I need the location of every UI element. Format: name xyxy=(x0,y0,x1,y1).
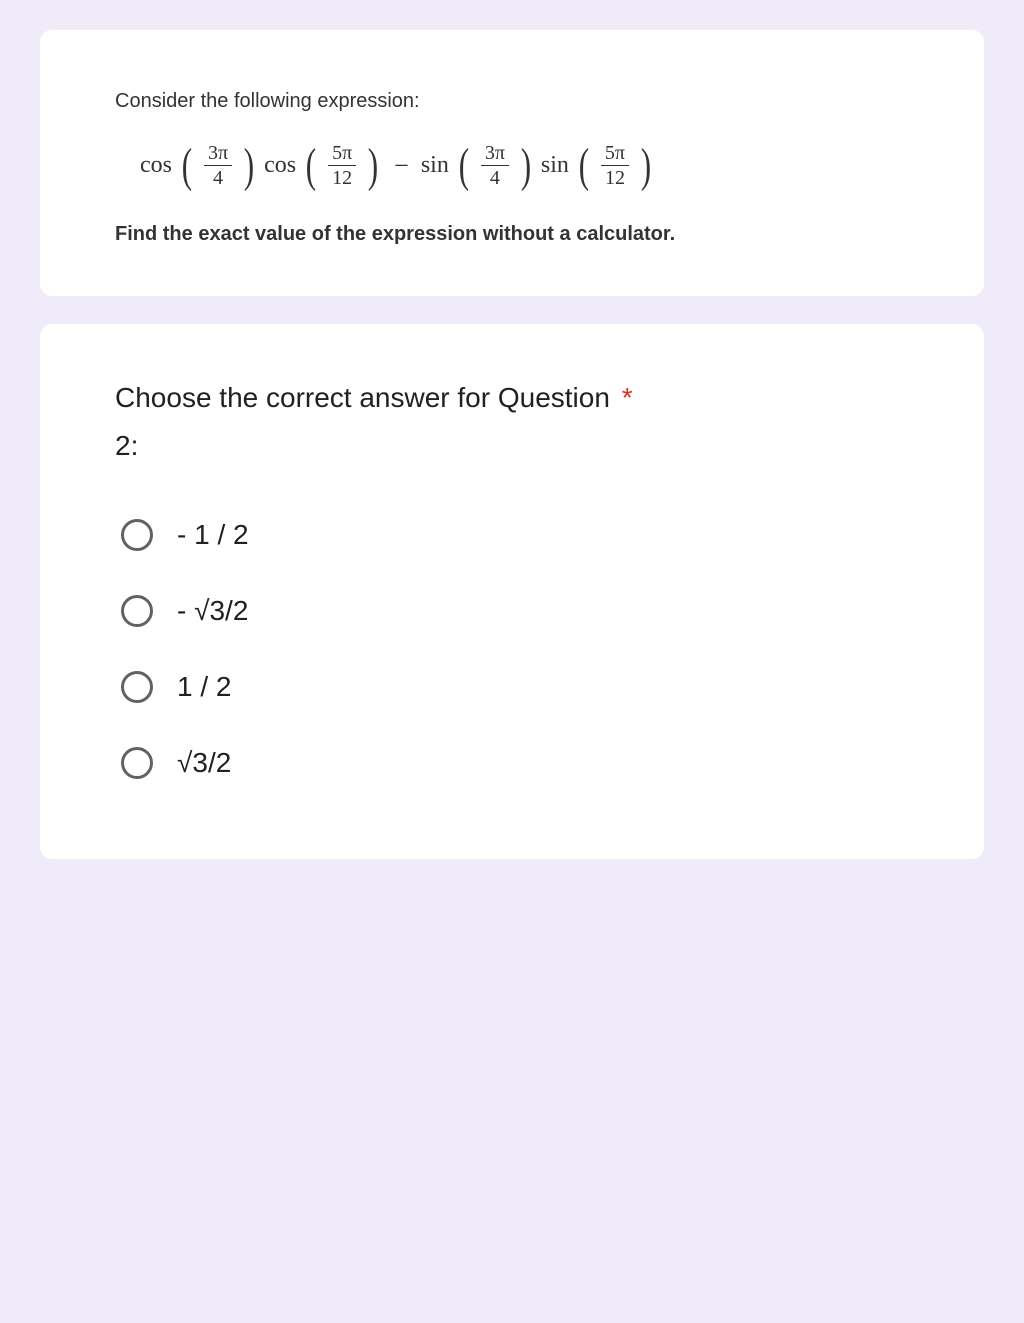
fraction-4: 5π 12 xyxy=(601,143,629,188)
radio-icon[interactable] xyxy=(121,671,153,703)
func-cos-1: cos xyxy=(140,152,172,179)
frac-num-2: 5π xyxy=(328,143,356,166)
option-label-4: √3/2 xyxy=(177,747,231,779)
option-label-3: 1 / 2 xyxy=(177,671,231,703)
func-sin-2: sin xyxy=(541,152,569,179)
frac-den-2: 12 xyxy=(328,166,356,188)
answer-prompt: Choose the correct answer for Question *… xyxy=(115,374,909,469)
func-sin-1: sin xyxy=(421,152,449,179)
frac-num-4: 5π xyxy=(601,143,629,166)
fraction-2: 5π 12 xyxy=(328,143,356,188)
frac-den-4: 12 xyxy=(601,166,629,188)
radio-icon[interactable] xyxy=(121,519,153,551)
math-expression: cos ( 3π 4 ) cos ( 5π 12 ) − sin ( 3π 4 … xyxy=(140,143,909,188)
frac-num-1: 3π xyxy=(204,143,232,166)
frac-num-3: 3π xyxy=(481,143,509,166)
func-cos-2: cos xyxy=(264,152,296,179)
required-asterisk: * xyxy=(622,382,633,413)
prompt-line-1: Choose the correct answer for Question xyxy=(115,382,610,413)
minus-op: − xyxy=(394,151,409,181)
option-label-2: - √3/2 xyxy=(177,595,248,627)
option-row-1[interactable]: - 1 / 2 xyxy=(121,519,909,551)
radio-icon[interactable] xyxy=(121,595,153,627)
fraction-1: 3π 4 xyxy=(204,143,232,188)
radio-icon[interactable] xyxy=(121,747,153,779)
question-intro: Consider the following expression: xyxy=(115,90,909,113)
prompt-line-2: 2: xyxy=(115,430,138,461)
options-list: - 1 / 2 - √3/2 1 / 2 √3/2 xyxy=(115,519,909,779)
frac-den-1: 4 xyxy=(209,166,227,188)
question-card: Consider the following expression: cos (… xyxy=(40,30,984,296)
option-row-3[interactable]: 1 / 2 xyxy=(121,671,909,703)
frac-den-3: 4 xyxy=(486,166,504,188)
option-row-2[interactable]: - √3/2 xyxy=(121,595,909,627)
option-label-1: - 1 / 2 xyxy=(177,519,249,551)
option-row-4[interactable]: √3/2 xyxy=(121,747,909,779)
answer-card: Choose the correct answer for Question *… xyxy=(40,324,984,859)
fraction-3: 3π 4 xyxy=(481,143,509,188)
question-instruction: Find the exact value of the expression w… xyxy=(115,223,909,246)
